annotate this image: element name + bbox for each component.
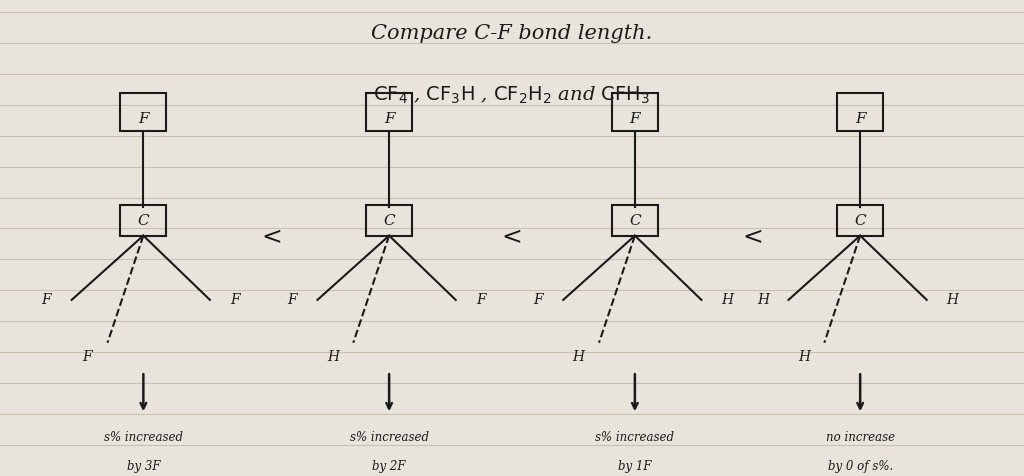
Bar [367, 93, 412, 131]
Text: F: F [476, 293, 486, 307]
Text: <: < [742, 227, 763, 249]
Text: F: F [287, 293, 297, 307]
Text: by 0 of s%.: by 0 of s%. [827, 460, 893, 473]
Text: by 3F: by 3F [127, 460, 160, 473]
Text: Compare C-F bond length.: Compare C-F bond length. [372, 24, 652, 43]
Text: no increase: no increase [825, 431, 895, 445]
Text: s% increased: s% increased [595, 431, 675, 445]
Text: by 2F: by 2F [373, 460, 406, 473]
Text: by 1F: by 1F [618, 460, 651, 473]
Text: F: F [384, 112, 394, 126]
Text: F: F [41, 293, 51, 307]
Text: C: C [629, 214, 641, 228]
Bar [838, 93, 883, 131]
Bar [838, 205, 883, 236]
Bar [367, 205, 412, 236]
Text: F: F [855, 112, 865, 126]
Text: H: H [327, 350, 339, 364]
Text: $\mathrm{CF_4}$ , $\mathrm{CF_3H}$ , $\mathrm{CF_2H_2}$ and $\mathrm{CFH_3}$: $\mathrm{CF_4}$ , $\mathrm{CF_3H}$ , $\m… [374, 85, 650, 106]
Text: H: H [946, 293, 958, 307]
Text: H: H [572, 350, 585, 364]
Text: C: C [137, 214, 150, 228]
Bar [612, 93, 658, 131]
Text: F: F [630, 112, 640, 126]
Bar [121, 93, 167, 131]
Bar [612, 205, 658, 236]
Text: H: H [757, 293, 769, 307]
Text: F: F [230, 293, 241, 307]
Text: F: F [138, 112, 148, 126]
Text: H: H [721, 293, 733, 307]
Text: F: F [532, 293, 543, 307]
Text: C: C [854, 214, 866, 228]
Text: <: < [502, 227, 522, 249]
Text: s% increased: s% increased [349, 431, 429, 445]
Bar [121, 205, 167, 236]
Text: <: < [261, 227, 282, 249]
Text: F: F [82, 350, 92, 364]
Text: s% increased: s% increased [103, 431, 183, 445]
Text: C: C [383, 214, 395, 228]
Text: H: H [798, 350, 810, 364]
